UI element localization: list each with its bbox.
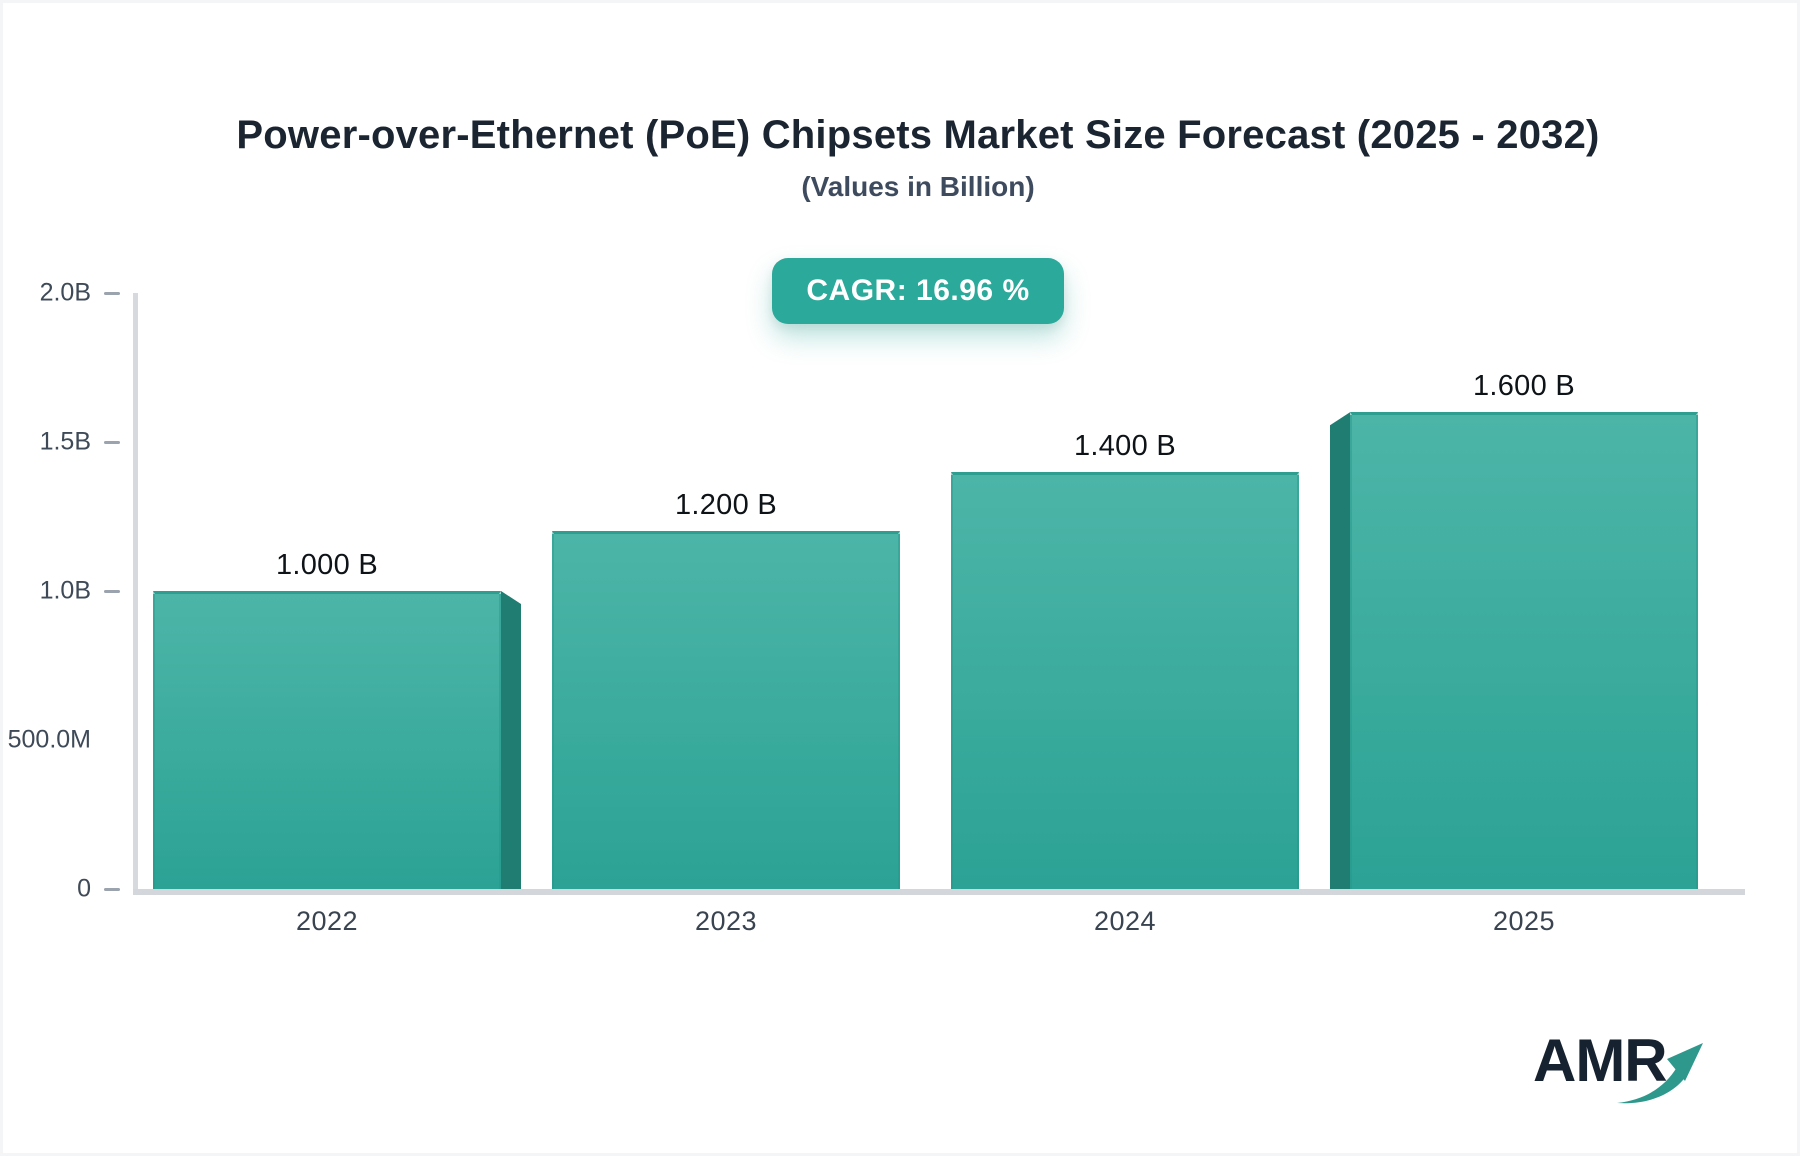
amr-logo: AMR — [1533, 1031, 1723, 1121]
bar — [951, 471, 1299, 889]
y-tick-label: 500.0M — [7, 725, 91, 754]
x-axis-label: 2023 — [694, 906, 758, 936]
bar — [153, 591, 501, 889]
bar-value-label: 1.400 B — [1073, 429, 1177, 462]
bar-3d-side — [501, 591, 521, 889]
bar-value-label: 1.600 B — [1472, 370, 1576, 403]
y-tick-dash — [104, 589, 120, 593]
growth-arrow-icon — [1617, 1043, 1703, 1104]
bar — [552, 531, 900, 889]
y-tick-label: 1.0B — [39, 576, 91, 605]
bar-value-label: 1.200 B — [674, 489, 778, 522]
y-tick-dash — [104, 440, 120, 444]
y-axis-line — [133, 293, 138, 894]
y-tick-label: 0 — [77, 874, 91, 903]
bar-value-label: 1.000 B — [275, 549, 379, 581]
bar-3d-side — [1330, 412, 1350, 889]
x-axis-label: 2025 — [1492, 906, 1556, 936]
bar — [1350, 412, 1698, 889]
y-tick-label: 1.5B — [39, 427, 91, 456]
amr-logo-text: AMR — [1533, 1027, 1668, 1094]
y-tick-dash — [104, 887, 120, 891]
plot-area: 2.0B 1.5B 1.0B 500.0M 0 1.000 B 2022 1.200 B 202… — [3, 3, 1797, 1153]
y-tick-dash — [104, 291, 120, 295]
chart-title: Power-over-Ethernet (PoE) Chipsets Marke… — [236, 113, 1600, 157]
x-axis-line — [133, 889, 1745, 895]
cagr-badge: CAGR: 16.96 % — [772, 258, 1064, 324]
y-tick-label: 2.0B — [39, 278, 91, 307]
cagr-badge-row: CAGR: 16.96 % — [39, 258, 1797, 324]
x-axis-label: 2022 — [295, 906, 359, 936]
chart-subtitle: (Values in Billion) — [801, 171, 1035, 202]
x-axis-label: 2024 — [1093, 906, 1157, 936]
chart-card: Power-over-Ethernet (PoE) Chipsets Marke… — [3, 3, 1797, 1153]
